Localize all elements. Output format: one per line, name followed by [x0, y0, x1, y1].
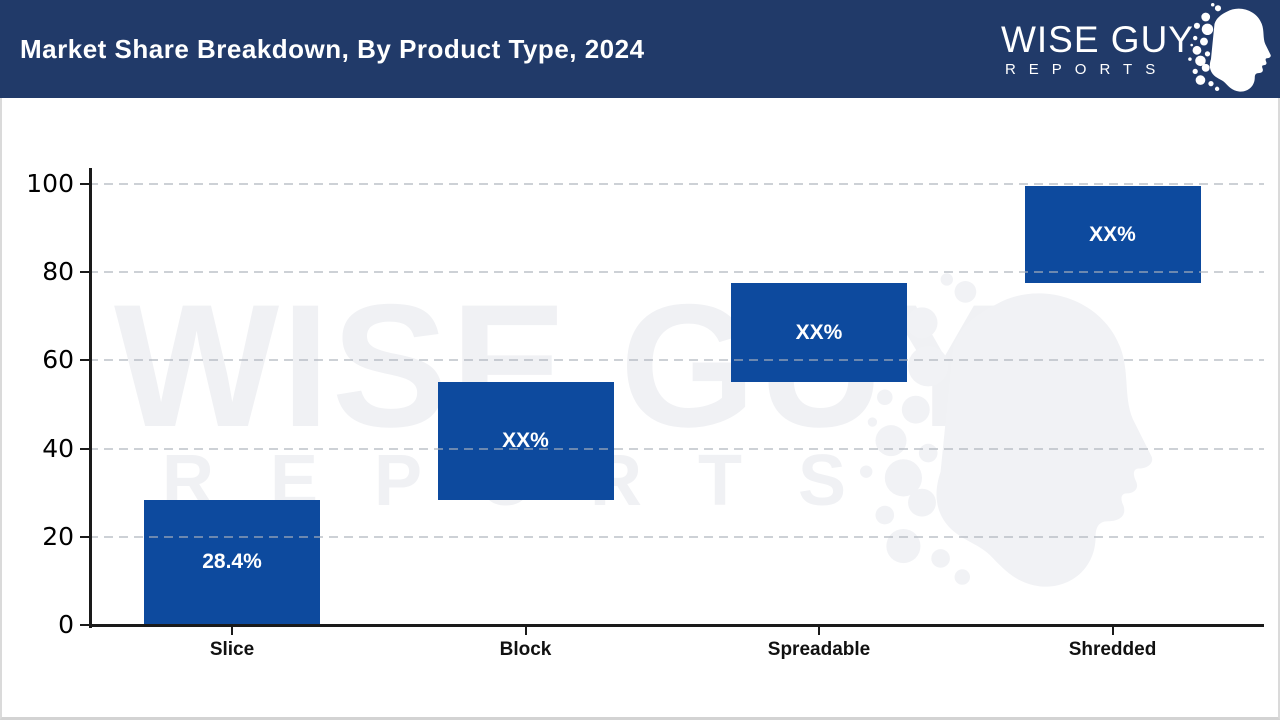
- y-tick-0: [80, 624, 89, 626]
- y-tick-label-20: 20: [42, 521, 74, 551]
- brand-logo-text: WISE GUY REPORTS: [1001, 21, 1194, 77]
- x-tick-spreadable: [818, 627, 820, 635]
- x-tick-block: [524, 627, 527, 635]
- brand-subname: REPORTS: [1004, 61, 1169, 78]
- bar-slice: [144, 499, 320, 625]
- bar-shredded: [1024, 186, 1201, 284]
- x-axis-line: [89, 624, 1264, 627]
- bar-block: [437, 382, 614, 500]
- bar-spreadable: [731, 283, 907, 383]
- brand-head-icon: [1188, 3, 1271, 92]
- y-axis-line: [89, 168, 92, 628]
- gridline-y80: [89, 271, 1264, 274]
- x-tick-label-spreadable: Spreadable: [767, 639, 871, 660]
- y-tick-label-60: 60: [42, 345, 74, 375]
- x-tick-label-shredded: Shredded: [1068, 639, 1157, 660]
- y-tick-100: [80, 183, 89, 185]
- brand-name: WISE GUY: [1000, 19, 1194, 60]
- gridline-y20: [89, 535, 1264, 538]
- y-tick-label-40: 40: [42, 433, 74, 463]
- x-tick-slice: [231, 627, 233, 635]
- y-tick-60: [80, 359, 89, 362]
- brand-logo: WISE GUY REPORTS: [1001, 3, 1276, 95]
- y-tick-20: [80, 535, 89, 538]
- y-tick-40: [80, 447, 89, 450]
- page-title: Market Share Breakdown, By Product Type,…: [20, 33, 645, 64]
- y-tick-label-80: 80: [42, 257, 74, 287]
- x-tick-shredded: [1111, 627, 1114, 635]
- x-tick-label-block: Block: [499, 639, 552, 660]
- gridline-y60: [89, 359, 1264, 362]
- header-bar: Market Share Breakdown, By Product Type,…: [0, 0, 1280, 98]
- bar-value-label: XX%: [1089, 222, 1136, 246]
- y-tick-label-0: 0: [58, 610, 74, 639]
- bar-value-label: XX%: [795, 320, 843, 344]
- gridline-y40: [89, 447, 1264, 450]
- y-tick-80: [80, 271, 89, 274]
- bar-value-label: XX%: [502, 429, 549, 453]
- gridline-y100: [89, 183, 1264, 185]
- chart-canvas: WISE GUY REPORTS 28.4%XX%XX%XX%020406080…: [0, 98, 1280, 720]
- y-tick-label-100: 100: [26, 169, 74, 198]
- x-tick-label-slice: Slice: [209, 639, 255, 660]
- bar-value-label: 28.4%: [202, 550, 262, 574]
